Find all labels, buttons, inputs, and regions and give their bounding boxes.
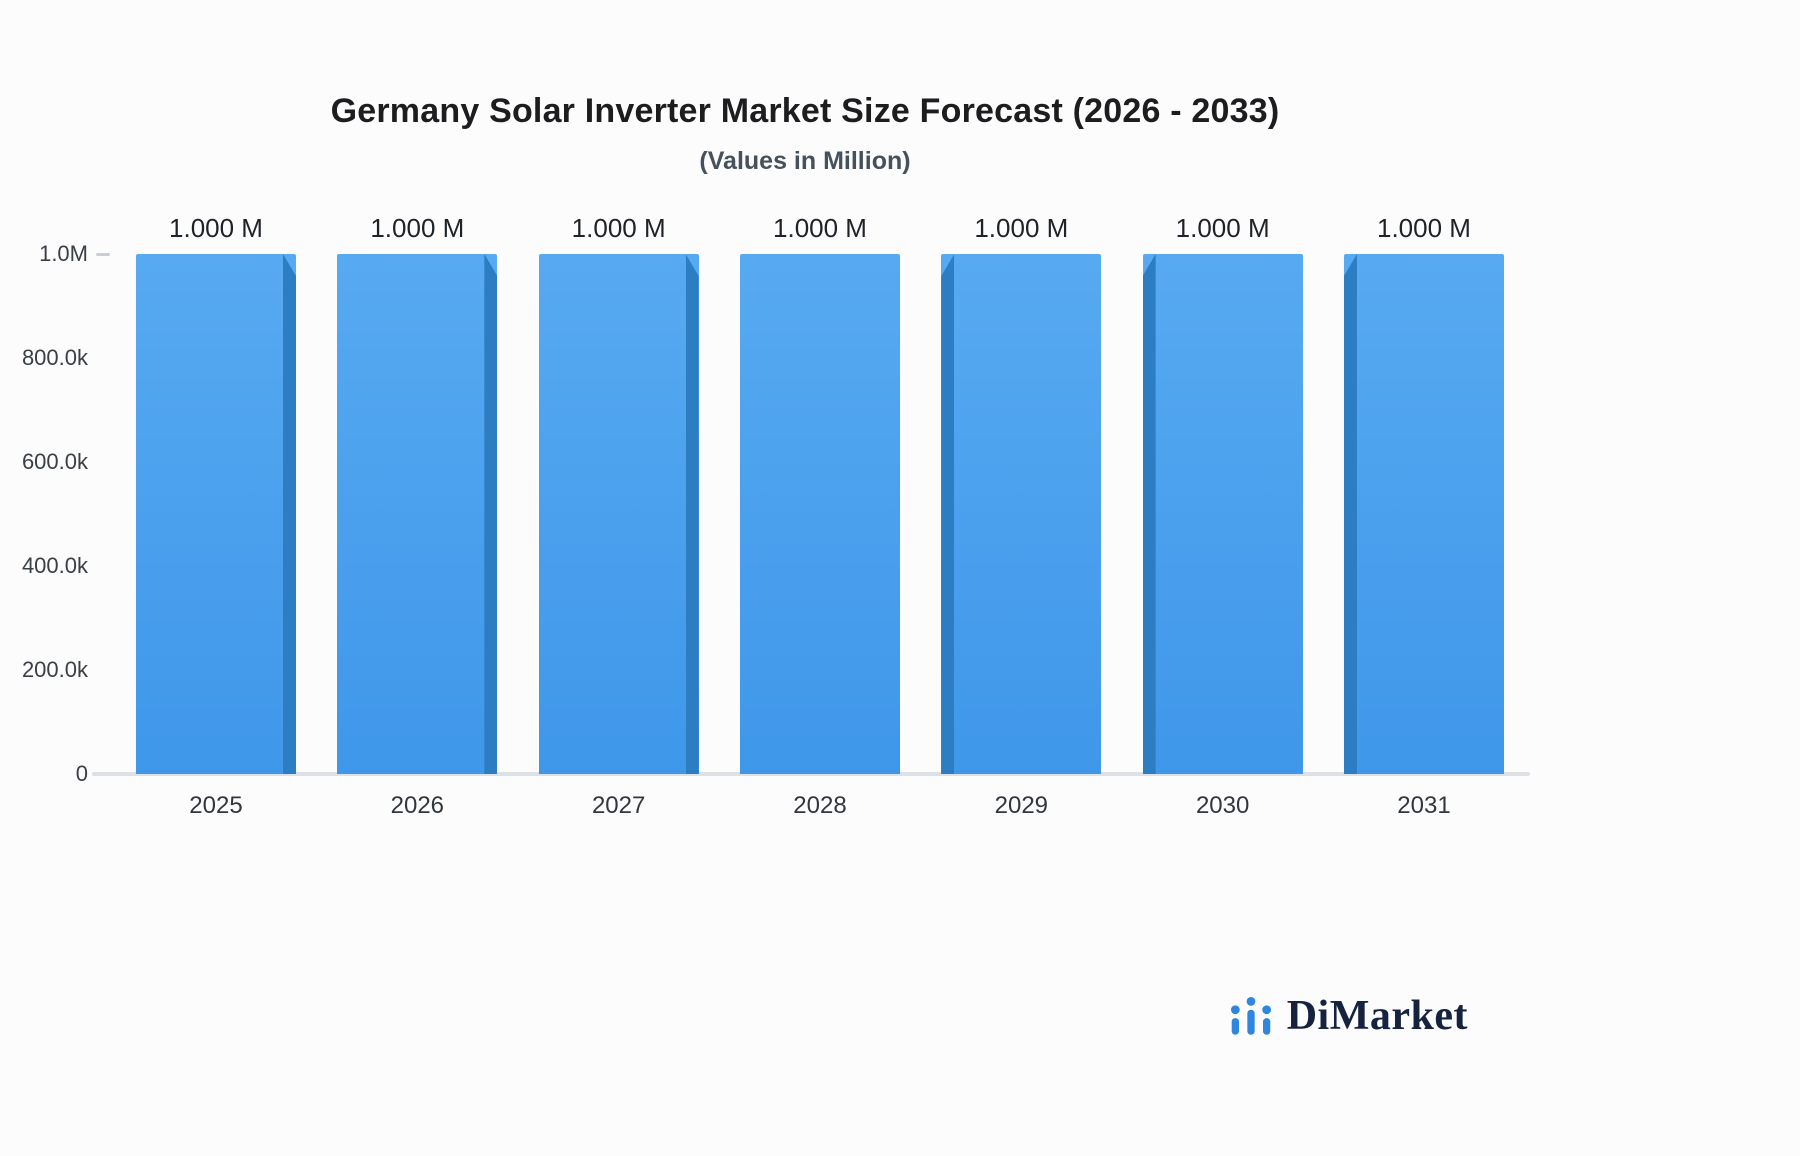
y-tick-mark: [96, 565, 110, 568]
bar-value-label: 1.000 M: [1376, 213, 1471, 243]
y-tick-mark: [96, 252, 110, 256]
brand-logo: DiMarket: [1227, 992, 1468, 1040]
x-axis-baseline: [92, 772, 1530, 776]
y-tick-label: 400.0k: [21, 553, 88, 578]
bar-group: 1.000 M 2029: [941, 213, 1102, 819]
bar-3d-edge: [484, 254, 498, 774]
bar: 1.000 M: [337, 213, 498, 774]
bar: 1.000 M: [538, 213, 699, 774]
bar-value-label: 1.000 M: [169, 213, 263, 243]
y-tick: 1.0M: [0, 241, 110, 267]
y-tick: 800.0k: [0, 345, 110, 371]
bar: 1.000 M: [739, 213, 900, 774]
x-axis-label: 2027: [591, 792, 646, 819]
bar-group: 1.000 M 2026: [337, 213, 498, 819]
y-tick-mark: [96, 669, 110, 672]
bar-value-label: 1.000 M: [370, 213, 465, 243]
bar: 1.000 M: [941, 213, 1102, 774]
bar-value-label: 1.000 M: [1175, 213, 1270, 243]
y-tick-label: 200.0k: [21, 657, 88, 682]
x-axis-label: 2029: [994, 792, 1049, 819]
chart-title: Germany Solar Inverter Market Size Forec…: [330, 92, 1280, 130]
bar-value-label: 1.000 M: [974, 213, 1069, 243]
bar-3d-edge: [685, 254, 699, 774]
chart-subtitle: (Values in Million): [699, 147, 911, 175]
y-axis: 0 200.0k 400.0k 600.0k 800.0k 1.0M: [0, 241, 110, 786]
y-tick-label: 1.0M: [39, 241, 88, 266]
chart: 0 200.0k 400.0k 600.0k 800.0k 1.0M 1.000 M 202…: [0, 213, 1800, 819]
x-axis-label: 2026: [390, 792, 445, 819]
y-tick-label: 800.0k: [21, 345, 88, 370]
bar-3d-edge: [941, 254, 955, 774]
bar-group: 1.000 M 2028: [739, 213, 900, 819]
brand-name: DiMarket: [1286, 993, 1468, 1039]
bar: 1.000 M: [1343, 213, 1504, 774]
y-tick-label: 0: [75, 761, 88, 786]
y-tick-label: 600.0k: [21, 449, 88, 474]
chart-header: Germany Solar Inverter Market Size Forec…: [90, 92, 1520, 176]
y-tick: 0: [0, 761, 110, 787]
x-axis-label: 2030: [1195, 792, 1250, 819]
bar-value-label: 1.000 M: [773, 213, 867, 243]
y-tick-mark: [96, 461, 110, 464]
bar-group: 1.000 M 2025: [136, 213, 296, 819]
bar: 1.000 M: [1142, 213, 1303, 774]
bar-group: 1.000 M 2027: [538, 213, 699, 819]
bar-3d-edge: [283, 254, 296, 774]
bar-value-label: 1.000 M: [571, 213, 666, 243]
bar: 1.000 M: [136, 213, 296, 774]
y-tick-mark: [96, 357, 110, 360]
bar-group: 1.000 M 2031: [1343, 213, 1504, 819]
x-axis-label: 2025: [189, 792, 243, 819]
plot-area: 1.000 M 2025 1.000 M 2026 1.000 M 2027 1.000 M…: [92, 213, 1530, 819]
bar-chart-icon: [1230, 997, 1271, 1035]
y-tick: 400.0k: [0, 553, 110, 579]
bar-3d-edge: [1343, 254, 1357, 774]
bar-3d-edge: [1142, 254, 1156, 774]
x-axis-label: 2028: [793, 792, 847, 819]
bar-group: 1.000 M 2030: [1142, 213, 1303, 819]
x-axis-label: 2031: [1397, 792, 1451, 819]
y-tick: 600.0k: [0, 449, 110, 475]
y-tick: 200.0k: [0, 657, 110, 683]
